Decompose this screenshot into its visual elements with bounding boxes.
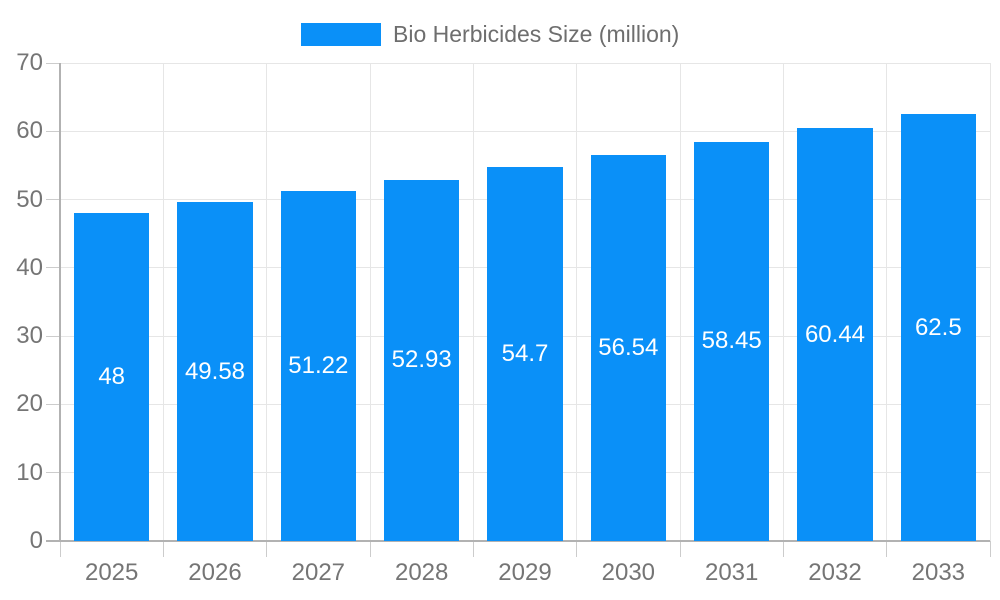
- x-tick-mark: [266, 541, 268, 557]
- x-tick-label: 2028: [394, 559, 449, 586]
- legend[interactable]: Bio Herbicides Size (million): [301, 21, 679, 48]
- x-tick-label: 2030: [601, 559, 656, 586]
- y-tick-label: 60: [16, 117, 43, 145]
- bar-value-label: 56.54: [598, 333, 659, 361]
- x-tick-mark: [162, 541, 164, 557]
- legend-label: Bio Herbicides Size (million): [393, 21, 680, 47]
- x-tick-mark: [576, 541, 578, 557]
- bar[interactable]: 62.5: [900, 114, 976, 541]
- y-tick-mark: [46, 267, 60, 269]
- y-tick-mark: [46, 540, 60, 542]
- y-axis-line: [59, 63, 61, 541]
- x-tick-label: 2031: [704, 559, 759, 586]
- y-tick-label: 40: [16, 253, 43, 281]
- y-tick-label: 10: [16, 458, 43, 486]
- y-tick-mark: [46, 199, 60, 201]
- bar-value-label: 51.22: [288, 352, 349, 380]
- x-tick-label: 2026: [188, 559, 242, 586]
- bar[interactable]: 52.93: [384, 179, 460, 541]
- y-tick-label: 50: [16, 185, 43, 213]
- bar[interactable]: 49.58: [177, 202, 253, 541]
- x-axis-line: [60, 540, 990, 542]
- y-tick-label: 30: [16, 322, 43, 350]
- y-gridline: [60, 62, 990, 64]
- x-tick-label: 2029: [498, 559, 552, 586]
- bar[interactable]: 56.54: [590, 154, 666, 541]
- x-gridline: [782, 63, 784, 541]
- x-tick-label: 2033: [911, 559, 966, 586]
- x-tick-mark: [59, 541, 61, 557]
- bar[interactable]: 54.7: [487, 167, 563, 541]
- legend-swatch: [301, 23, 381, 46]
- x-gridline: [679, 63, 681, 541]
- bar-value-label: 52.93: [391, 346, 452, 374]
- bar-value-label: 48: [98, 363, 126, 391]
- x-gridline: [989, 63, 991, 541]
- y-tick-mark: [46, 62, 60, 64]
- x-tick-label: 2027: [291, 559, 346, 586]
- bar-value-label: 58.45: [701, 327, 762, 355]
- x-tick-mark: [782, 541, 784, 557]
- bar-value-label: 62.5: [914, 313, 962, 341]
- bar[interactable]: 60.44: [797, 128, 873, 541]
- y-gridline: [60, 130, 990, 132]
- bar-value-label: 60.44: [804, 320, 866, 348]
- y-tick-mark: [46, 472, 60, 474]
- x-tick-mark: [886, 541, 888, 557]
- x-tick-mark: [989, 541, 991, 557]
- y-tick-label: 20: [16, 390, 43, 418]
- x-gridline: [576, 63, 578, 541]
- y-tick-mark: [46, 335, 60, 337]
- x-tick-mark: [472, 541, 474, 557]
- bar-value-label: 54.7: [501, 340, 549, 368]
- x-gridline: [886, 63, 888, 541]
- y-tick-label: 70: [16, 49, 43, 76]
- x-gridline: [472, 63, 474, 541]
- bar[interactable]: 48: [74, 213, 150, 541]
- x-tick-mark: [679, 541, 681, 557]
- y-tick-mark: [46, 403, 60, 405]
- x-tick-label: 2032: [808, 559, 862, 586]
- y-tick-mark: [46, 130, 60, 132]
- x-gridline: [162, 63, 164, 541]
- x-tick-label: 2025: [84, 559, 139, 586]
- y-tick-label: 0: [29, 527, 43, 554]
- x-gridline: [266, 63, 268, 541]
- bar[interactable]: 51.22: [280, 191, 356, 541]
- x-tick-mark: [369, 541, 371, 557]
- x-gridline: [369, 63, 371, 541]
- bar-value-label: 49.58: [184, 357, 246, 385]
- bar[interactable]: 58.45: [694, 141, 770, 541]
